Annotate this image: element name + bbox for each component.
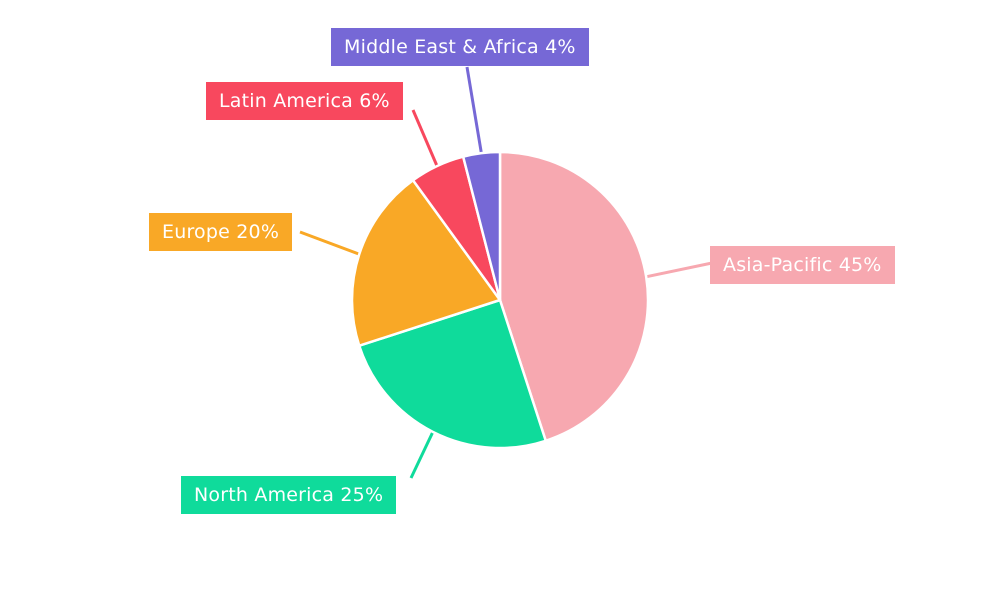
leader-lines: [299, 66, 713, 479]
pie-label-europe: Europe 20%: [149, 213, 293, 251]
pie-label-asia-pacific: Asia-Pacific 45%: [710, 246, 895, 284]
leader-line-north-america: [409, 429, 436, 479]
leader-line-middle-east-africa: [465, 66, 484, 156]
pie-label-latin-america: Latin America 6%: [206, 82, 403, 120]
pie-slice-north-america: [357, 298, 547, 450]
pie-slices: [350, 150, 650, 450]
pie-slice-europe: [350, 179, 502, 347]
pie-label-middle-east-africa: Middle East & Africa 4%: [331, 28, 589, 66]
pie-label-north-america: North America 25%: [181, 476, 397, 514]
pie-slice-middle-east-africa: [461, 150, 502, 302]
leader-line-latin-america: [411, 109, 440, 169]
leader-line-europe: [299, 230, 362, 257]
pie-slice-asia-pacific: [498, 150, 650, 443]
leader-line-asia-pacific: [643, 261, 713, 279]
